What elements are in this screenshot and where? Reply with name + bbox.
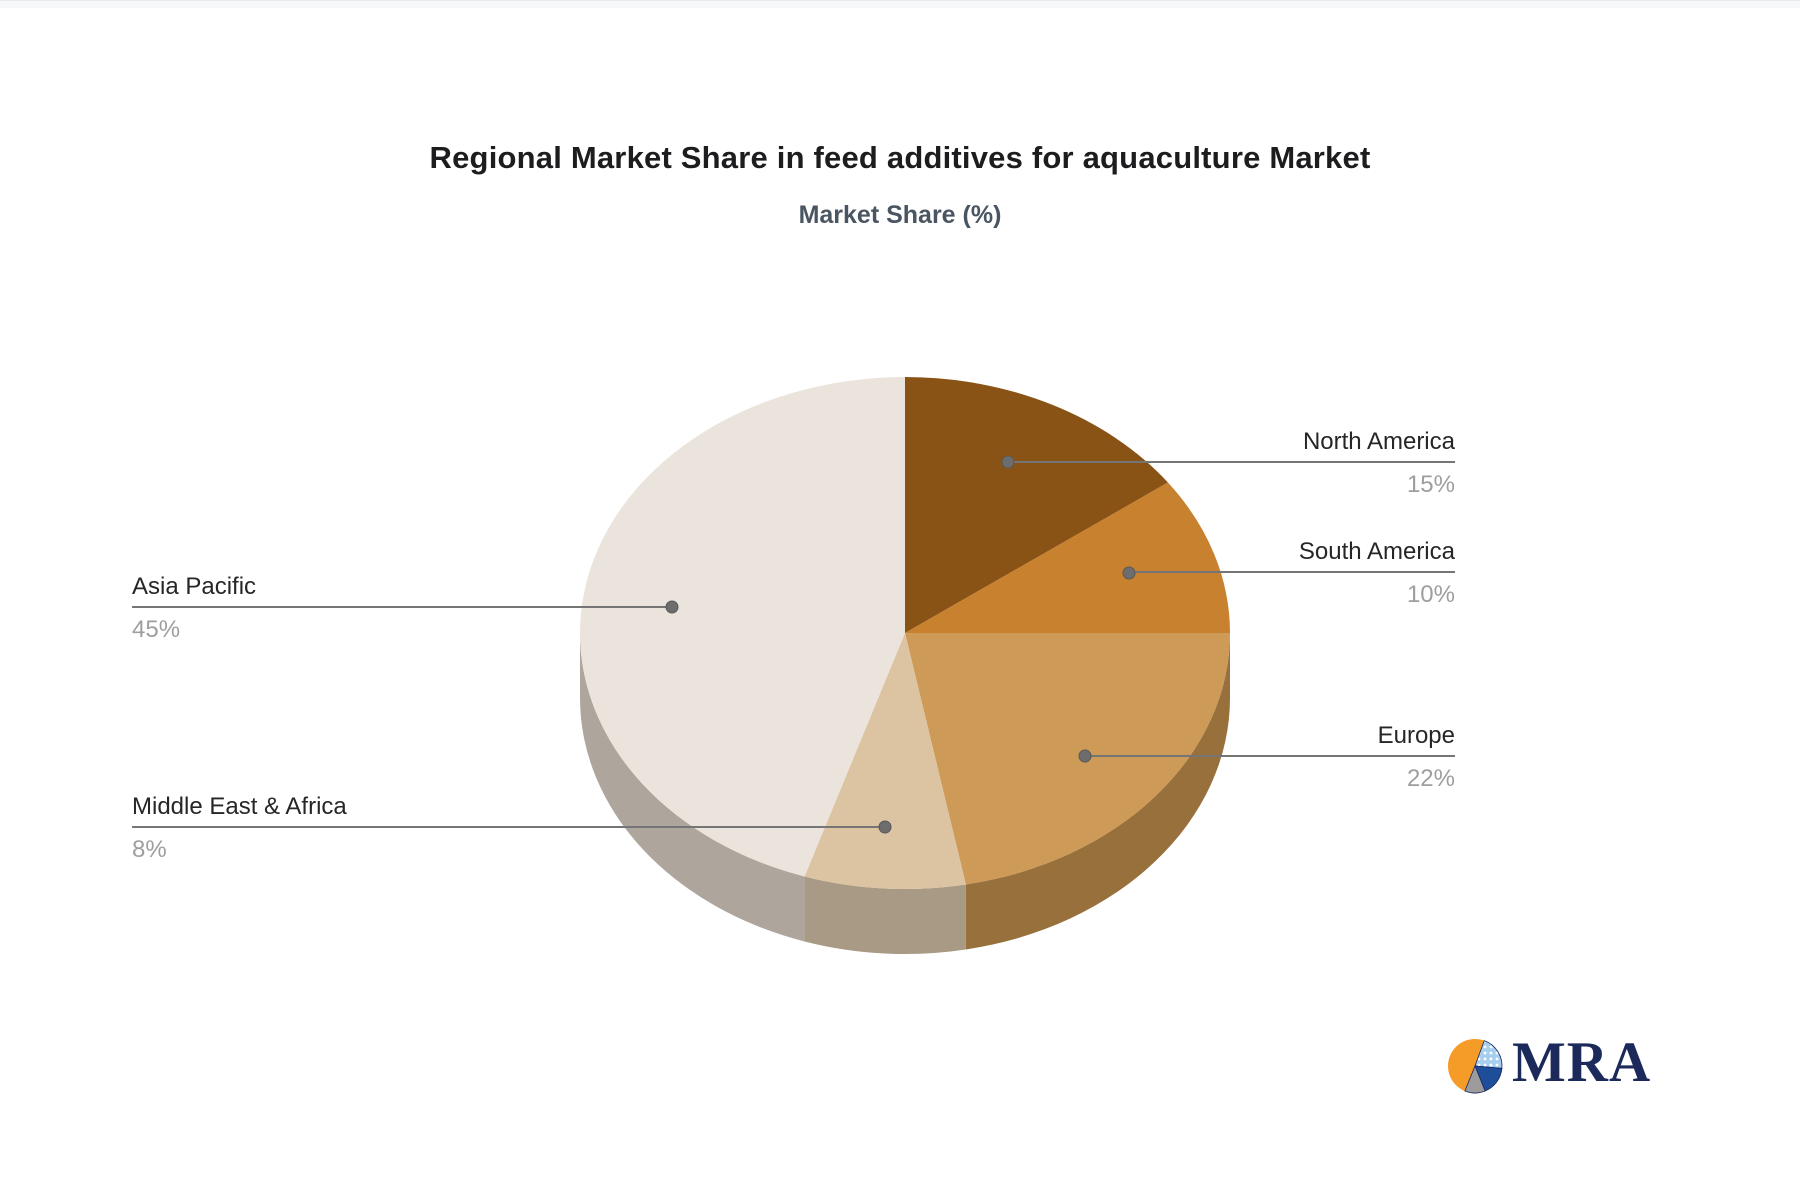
top-strip — [0, 0, 1800, 8]
leader-dot-North America — [1001, 455, 1015, 469]
slice-label: North America — [1302, 428, 1455, 455]
slice-value: 8% — [132, 836, 167, 863]
slice-label: Asia Pacific — [132, 573, 257, 600]
slice-label: Middle East & Africa — [132, 793, 347, 820]
pie-side-Asia Pacific — [580, 633, 805, 942]
callout-north-america-value: 15% — [1407, 471, 1455, 499]
slice-value: 22% — [1406, 765, 1455, 792]
slice-label: South America — [1298, 538, 1455, 565]
chart-title: Regional Market Share in feed additives … — [429, 140, 1371, 175]
logo-pie-dotted-wedge — [1474, 1040, 1503, 1069]
leader-dot-Asia Pacific — [665, 600, 679, 614]
callout-europe-value: 22% — [1407, 765, 1455, 793]
callout-south-america-value: 10% — [1407, 581, 1455, 609]
pie-slice-North America — [905, 377, 1168, 633]
pie-slice-Asia Pacific — [580, 377, 905, 877]
pie-slice-Middle East & Africa — [804, 633, 966, 890]
pie-side-Middle East & Africa — [804, 876, 966, 954]
slice-value: 45% — [132, 616, 181, 643]
pie-slice-South America — [905, 482, 1230, 633]
leader-dot-South America — [1122, 566, 1136, 580]
callout-middle-east-africa-value: 8% — [132, 836, 167, 864]
callout-north-america-label: North America — [1303, 428, 1455, 456]
callout-europe-label: Europe — [1378, 722, 1455, 750]
logo-text: MRA — [1512, 1030, 1652, 1094]
logo-pie-gray-wedge — [1464, 1064, 1486, 1094]
pie-slice-Europe — [905, 633, 1230, 885]
slice-value: 15% — [1406, 471, 1455, 498]
callout-asia-pacific-value: 45% — [132, 616, 180, 644]
brand-logo: MRA — [1446, 1026, 1651, 1098]
callout-south-america-label: South America — [1299, 538, 1455, 566]
chart-subtitle: Market Share (%) — [798, 201, 1002, 229]
slice-label: Europe — [1377, 722, 1455, 749]
logo-pie-icon — [1448, 1039, 1503, 1094]
callout-asia-pacific-label: Asia Pacific — [132, 573, 256, 601]
slice-value: 10% — [1406, 581, 1455, 608]
pie-side-Europe — [965, 633, 1230, 950]
callout-middle-east-africa-label: Middle East & Africa — [132, 793, 347, 821]
leader-dot-Europe — [1078, 749, 1092, 763]
leader-dot-Middle East & Africa — [878, 820, 892, 834]
